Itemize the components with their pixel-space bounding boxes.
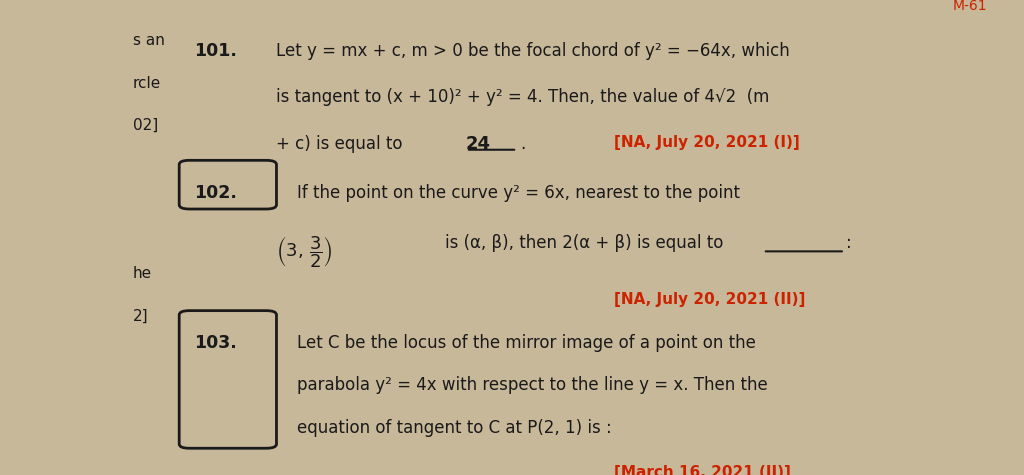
Text: [March 16, 2021 (II)]: [March 16, 2021 (II)] [614, 465, 792, 475]
Text: 103.: 103. [195, 334, 238, 352]
Text: 102.: 102. [195, 184, 238, 201]
Text: 2]: 2] [133, 309, 148, 323]
Text: $\left(3,\,\dfrac{3}{2}\right)$: $\left(3,\,\dfrac{3}{2}\right)$ [276, 235, 333, 270]
Text: [NA, July 20, 2021 (II)]: [NA, July 20, 2021 (II)] [614, 292, 806, 306]
Text: + c) is equal to: + c) is equal to [276, 135, 403, 153]
Text: 101.: 101. [195, 42, 238, 60]
Text: s an: s an [133, 33, 165, 48]
Text: Let y = mx + c, m > 0 be the focal chord of y² = −64x, which: Let y = mx + c, m > 0 be the focal chord… [276, 42, 791, 60]
Text: M-61: M-61 [952, 0, 987, 13]
Text: If the point on the curve y² = 6x, nearest to the point: If the point on the curve y² = 6x, neare… [297, 184, 740, 201]
Text: 24: 24 [466, 135, 490, 153]
Text: [NA, July 20, 2021 (I)]: [NA, July 20, 2021 (I)] [614, 135, 800, 150]
Text: is tangent to (x + 10)² + y² = 4. Then, the value of 4√2  (m: is tangent to (x + 10)² + y² = 4. Then, … [276, 88, 770, 106]
Text: :: : [846, 235, 852, 252]
Text: rcle: rcle [133, 76, 162, 91]
Text: is (α, β), then 2(α + β) is equal to: is (α, β), then 2(α + β) is equal to [445, 235, 724, 252]
Text: equation of tangent to C at P(2, 1) is :: equation of tangent to C at P(2, 1) is : [297, 418, 611, 437]
Text: 02]: 02] [133, 118, 159, 133]
Text: Let C be the locus of the mirror image of a point on the: Let C be the locus of the mirror image o… [297, 334, 756, 352]
Text: he: he [133, 266, 153, 281]
Text: parabola y² = 4x with respect to the line y = x. Then the: parabola y² = 4x with respect to the lin… [297, 376, 768, 394]
Text: .: . [520, 135, 525, 153]
